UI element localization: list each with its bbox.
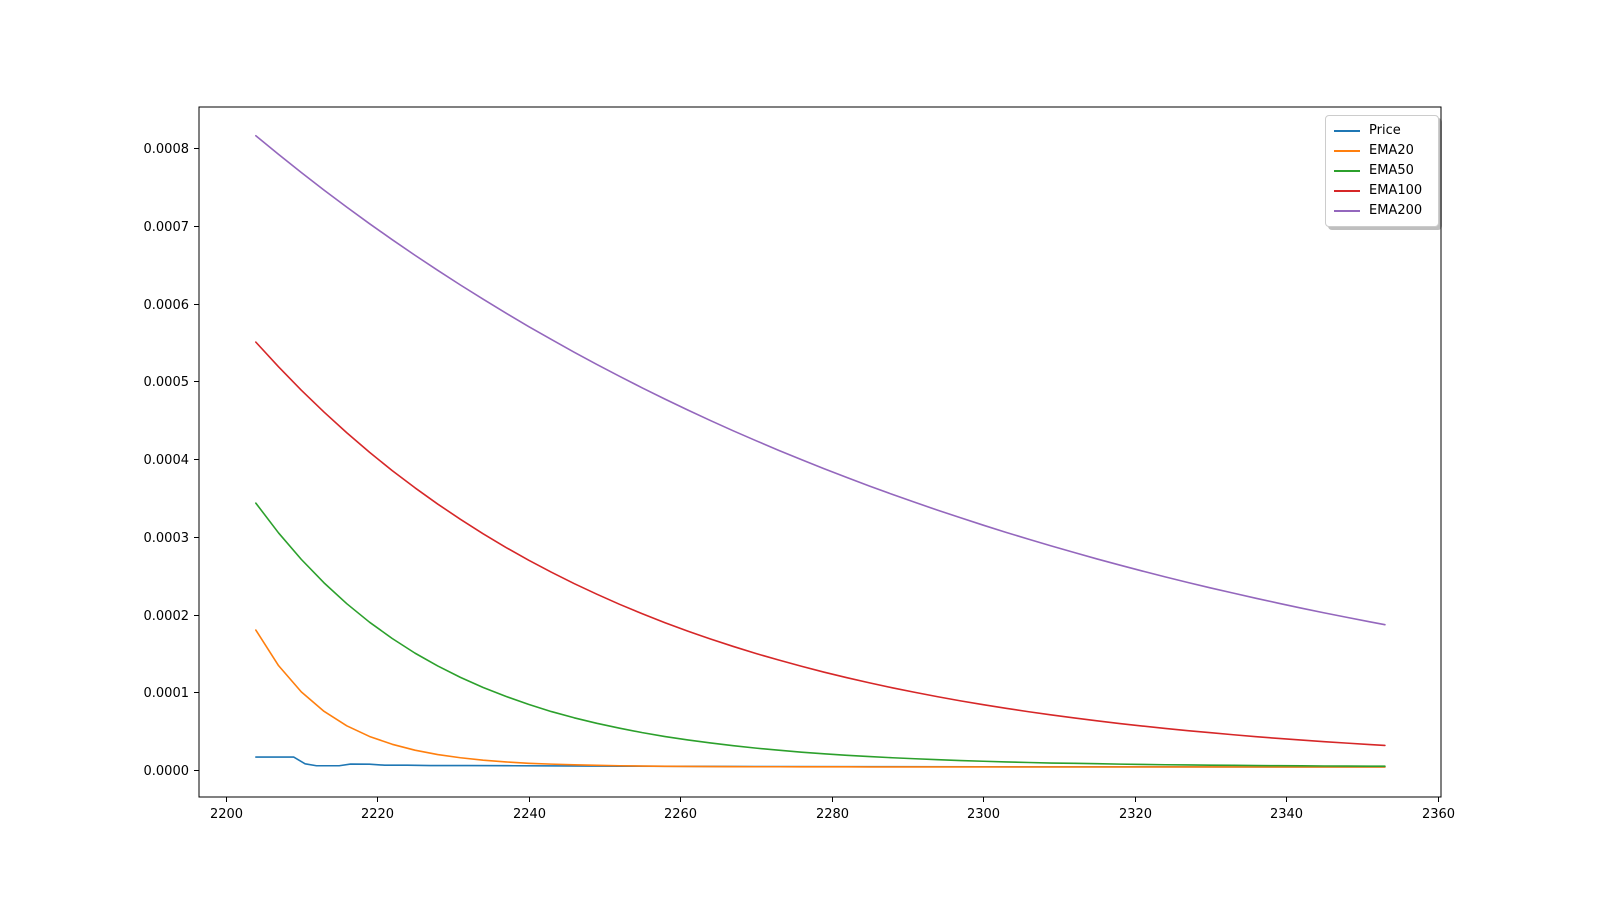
legend-item-ema100: EMA100 — [1334, 181, 1430, 201]
x-tick-label: 2220 — [361, 807, 394, 822]
series-line-ema20 — [255, 629, 1386, 768]
series-line-ema100 — [255, 341, 1386, 747]
x-tick-label: 2240 — [513, 807, 546, 822]
x-tick-label: 2300 — [967, 807, 1000, 822]
y-tick-label: 0.0002 — [144, 609, 190, 624]
legend-item-ema200: EMA200 — [1334, 201, 1430, 221]
x-tick-label: 2260 — [664, 807, 697, 822]
price-line-swatch — [1334, 130, 1360, 132]
ema20-line-swatch — [1334, 150, 1360, 152]
y-tick-label: 0.0001 — [144, 686, 190, 701]
y-tick-label: 0.0000 — [144, 764, 190, 779]
series-line-ema50 — [255, 502, 1386, 768]
ema200-line-swatch — [1334, 210, 1360, 212]
ema100-line-swatch — [1334, 190, 1360, 192]
ema50-line-swatch — [1334, 170, 1360, 172]
x-tick-label: 2360 — [1422, 807, 1455, 822]
series-line-ema200 — [255, 134, 1386, 626]
legend-label-ema200: EMA200 — [1369, 203, 1423, 218]
y-tick-label: 0.0005 — [144, 375, 190, 390]
y-tick-label: 0.0006 — [144, 298, 190, 313]
x-tick-label: 2280 — [816, 807, 849, 822]
y-tick-label: 0.0004 — [144, 453, 190, 468]
y-tick-label: 0.0007 — [144, 220, 190, 235]
legend-item-ema50: EMA50 — [1334, 161, 1430, 181]
x-tick-label: 2200 — [210, 807, 243, 822]
legend-label-ema20: EMA20 — [1369, 143, 1414, 158]
legend-item-price: Price — [1334, 121, 1430, 141]
y-tick-label: 0.0008 — [144, 142, 190, 157]
legend-label-price: Price — [1369, 123, 1401, 138]
legend: Price EMA20 EMA50 EMA100 EMA200 — [1325, 115, 1439, 227]
y-tick-label: 0.0003 — [144, 531, 190, 546]
axes-frame — [198, 106, 1442, 798]
legend-label-ema100: EMA100 — [1369, 183, 1423, 198]
legend-label-ema50: EMA50 — [1369, 163, 1414, 178]
x-tick-label: 2320 — [1119, 807, 1152, 822]
x-tick-label: 2340 — [1270, 807, 1303, 822]
legend-item-ema20: EMA20 — [1334, 141, 1430, 161]
